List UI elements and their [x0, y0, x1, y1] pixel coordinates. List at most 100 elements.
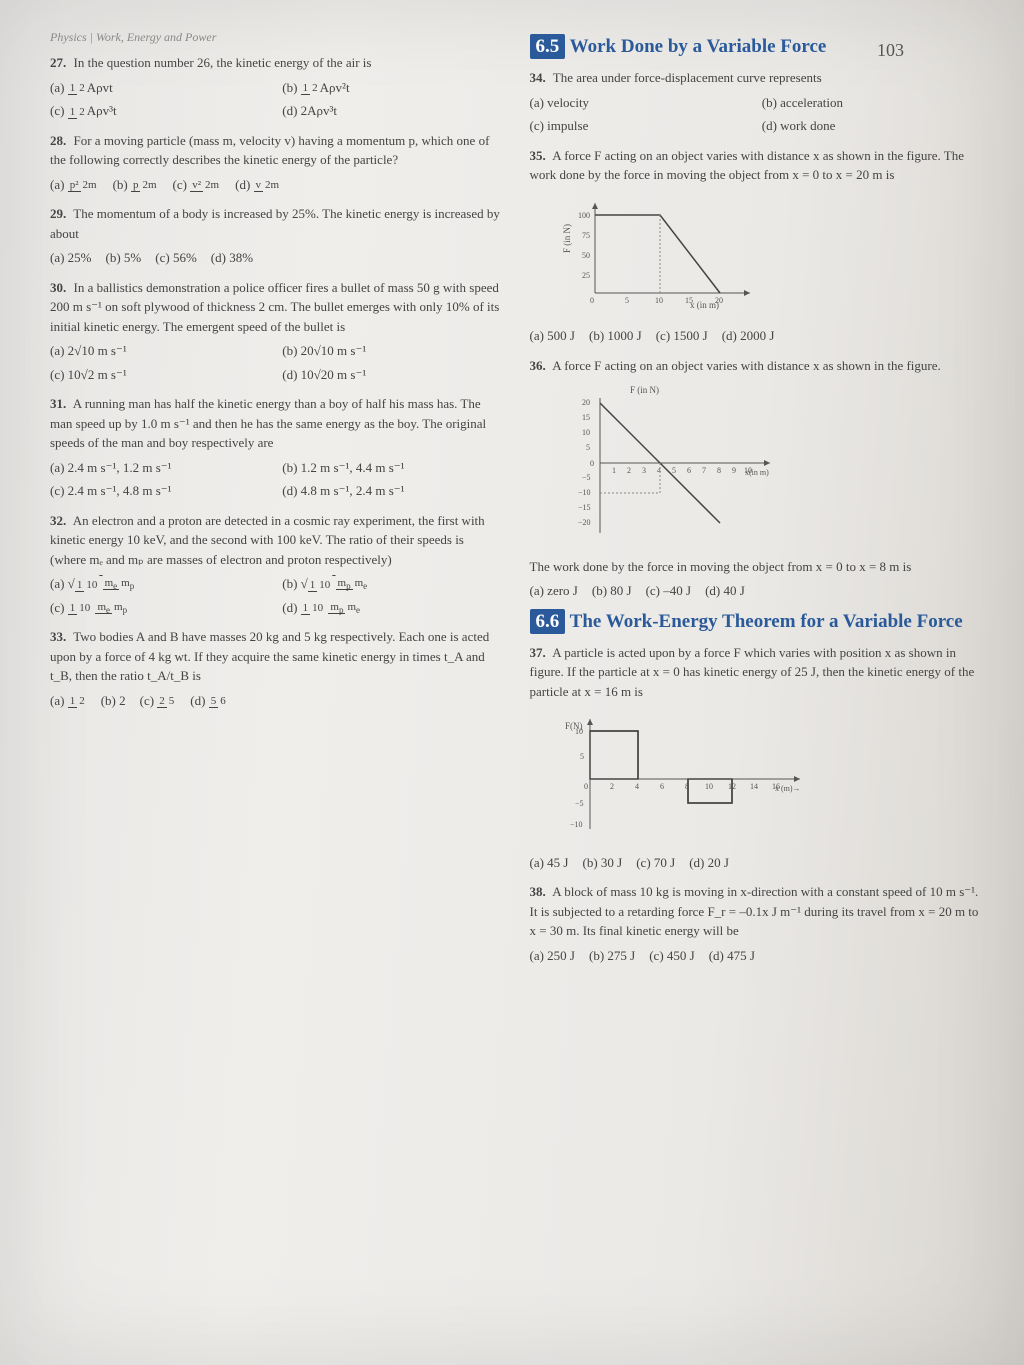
svg-text:10: 10 — [582, 428, 590, 437]
opt-b: (b) 80 J — [592, 581, 632, 601]
section-6-6-title: 6.6 The Work-Energy Theorem for a Variab… — [530, 611, 985, 633]
left-column: Physics | Work, Energy and Power 27. In … — [50, 30, 505, 975]
svg-text:5: 5 — [580, 752, 584, 761]
question-29: 29. The momentum of a body is increased … — [50, 204, 505, 268]
opt-c: (c) 56% — [155, 248, 197, 268]
opt-c: (c) 110 memp — [50, 598, 272, 618]
options: (a) 12Aρvt (b) 12Aρv²t (c) 12Aρv³t (d) 2… — [50, 78, 505, 121]
options: (a) p²2m (b) p2m (c) v²2m (d) v2m — [50, 175, 505, 195]
chart-35: F (in N) x (in m) 100 75 50 25 0 5 10 15… — [560, 193, 985, 319]
q-text: In a ballistics demonstration a police o… — [50, 280, 499, 334]
q-num: 37. — [530, 645, 546, 660]
opt-a: (a) 12 — [50, 691, 87, 711]
q-text: In the question number 26, the kinetic e… — [74, 55, 372, 70]
opt-c: (c) 2.4 m s⁻¹, 4.8 m s⁻¹ — [50, 481, 272, 501]
q-text: A force F acting on an object varies wit… — [552, 358, 940, 373]
q-num: 30. — [50, 280, 66, 295]
opt-d: (d) 20 J — [689, 853, 729, 873]
svg-text:9: 9 — [732, 466, 736, 475]
svg-text:−10: −10 — [578, 488, 591, 497]
svg-text:50: 50 — [582, 251, 590, 260]
question-36: 36. A force F acting on an object varies… — [530, 356, 985, 601]
q-num: 34. — [530, 70, 546, 85]
opt-a: (a) 45 J — [530, 853, 569, 873]
svg-text:5: 5 — [672, 466, 676, 475]
section-6-5-title: 6.5 Work Done by a Variable Force — [530, 36, 985, 58]
opt-d: (d) 56 — [190, 691, 227, 711]
q-text: A running man has half the kinetic energ… — [50, 396, 486, 450]
opt-b: (b) 30 J — [583, 853, 623, 873]
svg-text:5: 5 — [625, 296, 629, 305]
options: (a) velocity (b) acceleration (c) impuls… — [530, 93, 985, 136]
question-28: 28. For a moving particle (mass m, veloc… — [50, 131, 505, 195]
section-num: 6.5 — [530, 34, 566, 59]
opt-c: (c) 450 J — [649, 946, 695, 966]
opt-c: (c) –40 J — [646, 581, 692, 601]
opt-a: (a) 25% — [50, 248, 92, 268]
q-num: 29. — [50, 206, 66, 221]
svg-text:16: 16 — [772, 782, 780, 791]
q-text: A block of mass 10 kg is moving in x-dir… — [530, 884, 979, 938]
opt-a: (a) 250 J — [530, 946, 576, 966]
svg-text:14: 14 — [750, 782, 758, 791]
opt-a: (a) velocity — [530, 93, 752, 113]
opt-a: (a) zero J — [530, 581, 578, 601]
opt-d: (d) 40 J — [705, 581, 745, 601]
opt-b: (b) 5% — [106, 248, 142, 268]
svg-text:10: 10 — [705, 782, 713, 791]
svg-text:F (in N): F (in N) — [630, 385, 659, 395]
svg-text:6: 6 — [687, 466, 691, 475]
svg-text:2: 2 — [610, 782, 614, 791]
q-text: Two bodies A and B have masses 20 kg and… — [50, 629, 489, 683]
opt-d: (d) 4.8 m s⁻¹, 2.4 m s⁻¹ — [282, 481, 504, 501]
svg-text:−10: −10 — [570, 820, 583, 829]
opt-d: (d) 110 mpme — [282, 598, 504, 618]
content-columns: Physics | Work, Energy and Power 27. In … — [0, 0, 1024, 995]
svg-text:75: 75 — [582, 231, 590, 240]
question-32: 32. An electron and a proton are detecte… — [50, 511, 505, 618]
opt-d: (d) work done — [762, 116, 984, 136]
q-num: 28. — [50, 133, 66, 148]
opt-d: (d) 10√20 m s⁻¹ — [282, 365, 504, 385]
svg-text:25: 25 — [582, 271, 590, 280]
options: (a) 2.4 m s⁻¹, 1.2 m s⁻¹ (b) 1.2 m s⁻¹, … — [50, 458, 505, 501]
opt-d: (d) 38% — [211, 248, 253, 268]
opt-b: (b) 20√10 m s⁻¹ — [282, 341, 504, 361]
svg-text:2: 2 — [627, 466, 631, 475]
question-27: 27. In the question number 26, the kinet… — [50, 53, 505, 121]
options: (a) 25% (b) 5% (c) 56% (d) 38% — [50, 248, 505, 268]
svg-text:7: 7 — [702, 466, 706, 475]
page-number: 103 — [877, 40, 904, 61]
opt-b: (b) 12Aρv²t — [282, 78, 504, 98]
section-text: Work Done by a Variable Force — [570, 36, 827, 57]
svg-text:15: 15 — [685, 296, 693, 305]
q-text: A particle is acted upon by a force F wh… — [530, 645, 975, 699]
textbook-page: 103 Physics | Work, Energy and Power 27.… — [0, 0, 1024, 1365]
options: (a) √110 memp (b) √110 mpme (c) 110 memp… — [50, 574, 505, 617]
q-num: 31. — [50, 396, 66, 411]
q-num: 27. — [50, 55, 66, 70]
svg-text:20: 20 — [715, 296, 723, 305]
question-31: 31. A running man has half the kinetic e… — [50, 394, 505, 501]
opt-b: (b) acceleration — [762, 93, 984, 113]
svg-text:−5: −5 — [575, 799, 584, 808]
q-text: The area under force-displacement curve … — [553, 70, 822, 85]
opt-d: (d) v2m — [235, 175, 281, 195]
question-35: 35. A force F acting on an object varies… — [530, 146, 985, 346]
opt-c: (c) 12Aρv³t — [50, 101, 272, 121]
svg-text:0: 0 — [590, 296, 594, 305]
opt-b: (b) 2 — [101, 691, 126, 711]
opt-d: (d) 2000 J — [722, 326, 775, 346]
svg-text:6: 6 — [660, 782, 664, 791]
q-num: 32. — [50, 513, 66, 528]
svg-text:−20: −20 — [578, 518, 591, 527]
opt-c: (c) impulse — [530, 116, 752, 136]
opt-c: (c) 70 J — [636, 853, 675, 873]
question-33: 33. Two bodies A and B have masses 20 kg… — [50, 627, 505, 710]
q-num: 36. — [530, 358, 546, 373]
question-37: 37. A particle is acted upon by a force … — [530, 643, 985, 873]
svg-text:15: 15 — [582, 413, 590, 422]
chart-37: F(N) x (m)→ 10 5 0 −5 −10 24 68 1012 141… — [560, 709, 985, 845]
section-text: The Work-Energy Theorem for a Variable F… — [570, 611, 963, 632]
options: (a) 45 J (b) 30 J (c) 70 J (d) 20 J — [530, 853, 985, 873]
